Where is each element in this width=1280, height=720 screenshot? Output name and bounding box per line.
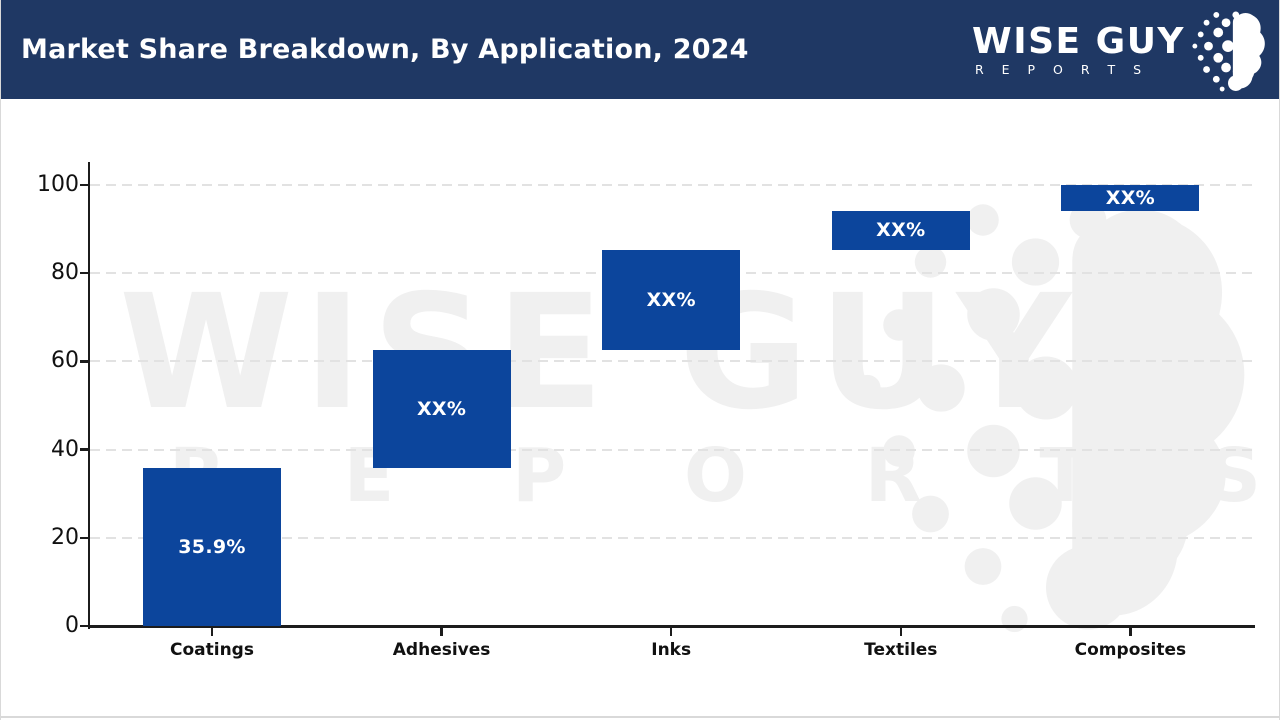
gridline-40 bbox=[89, 448, 1255, 451]
bar-textiles: XX% bbox=[831, 210, 970, 251]
header-bar: Market Share Breakdown, By Application, … bbox=[1, 0, 1279, 99]
logo-subtext: R E P O R T S bbox=[974, 61, 1149, 77]
bar-adhesives: XX% bbox=[372, 350, 511, 468]
y-axis-tick-mark bbox=[79, 360, 88, 363]
y-axis-tick-mark bbox=[79, 624, 88, 628]
bar-value-label: XX% bbox=[876, 219, 926, 242]
y-axis-spine bbox=[87, 162, 90, 629]
x-axis-category-label: Coatings bbox=[170, 640, 254, 660]
y-axis-tick-label: 20 bbox=[51, 524, 79, 550]
bar-coatings: 35.9% bbox=[143, 467, 281, 626]
x-axis-tick-mark bbox=[210, 627, 214, 636]
logo-face-icon bbox=[1192, 11, 1265, 92]
bar-value-label: XX% bbox=[646, 289, 696, 312]
y-axis-tick-label: 100 bbox=[37, 172, 79, 197]
y-axis-tick-mark bbox=[79, 536, 88, 539]
gridline-20 bbox=[89, 536, 1255, 539]
x-axis-tick-mark bbox=[1129, 627, 1132, 636]
y-axis-tick-label: 60 bbox=[51, 348, 79, 374]
gridline-60 bbox=[89, 360, 1255, 363]
x-axis-spine bbox=[87, 625, 1255, 628]
y-axis-tick-label: 40 bbox=[51, 436, 79, 462]
x-axis-category-label: Adhesives bbox=[392, 640, 491, 660]
y-axis-tick-label: 0 bbox=[65, 613, 79, 638]
x-axis-tick-mark bbox=[670, 627, 673, 636]
y-axis-tick-mark bbox=[79, 448, 88, 451]
bar-inks: XX% bbox=[602, 250, 741, 351]
logo-text: WISE GUY R E P O R T S bbox=[971, 20, 1185, 77]
y-axis-tick-label: 80 bbox=[51, 260, 79, 286]
y-axis-tick-mark bbox=[79, 272, 88, 275]
bar-value-label: XX% bbox=[416, 398, 467, 421]
gridline-100 bbox=[89, 184, 1255, 186]
y-axis-tick-mark bbox=[79, 183, 88, 187]
bottom-divider bbox=[1, 716, 1279, 718]
bar-value-label: XX% bbox=[1105, 186, 1156, 209]
bar-composites: XX% bbox=[1061, 185, 1200, 211]
logo-wordmark: WISE GUY bbox=[971, 20, 1185, 62]
chart-title: Market Share Breakdown, By Application, … bbox=[21, 34, 749, 65]
x-axis-category-label: Composites bbox=[1074, 640, 1187, 660]
x-axis-category-label: Inks bbox=[651, 640, 692, 660]
logo: WISE GUY R E P O R T S bbox=[972, 6, 1267, 94]
bar-value-label: 35.9% bbox=[178, 535, 246, 558]
x-axis-category-label: Textiles bbox=[864, 640, 938, 660]
x-axis-tick-mark bbox=[899, 627, 902, 636]
x-axis-tick-mark bbox=[440, 627, 443, 636]
